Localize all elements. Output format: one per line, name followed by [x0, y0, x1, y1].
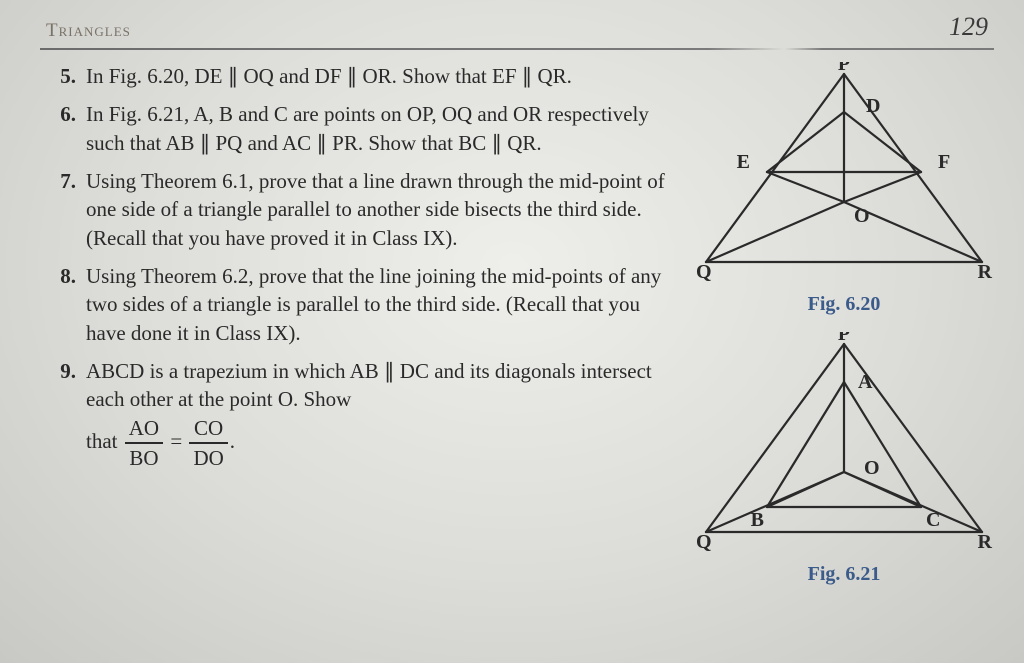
exercise-number: 8.: [40, 262, 76, 347]
svg-text:C: C: [926, 509, 940, 531]
exercise-item: 6. In Fig. 6.21, A, B and C are points o…: [40, 100, 676, 157]
equals-sign: =: [170, 429, 187, 453]
exercise-text: In Fig. 6.20, DE ∥ OQ and DF ∥ OR. Show …: [86, 62, 572, 90]
svg-text:A: A: [858, 371, 873, 393]
exercise-column: 5. In Fig. 6.20, DE ∥ OQ and DF ∥ OR. Sh…: [40, 62, 676, 586]
figure-6-20: P Q R O D E F: [694, 62, 994, 287]
svg-text:D: D: [866, 95, 880, 117]
exercise-number: 5.: [40, 62, 76, 90]
svg-text:Q: Q: [696, 531, 712, 553]
fraction-denominator: BO: [125, 444, 163, 472]
svg-text:O: O: [854, 205, 870, 227]
svg-text:R: R: [978, 531, 993, 553]
exercise-that: that: [86, 429, 123, 453]
figure-column: P Q R O D E F Fig. 6.20 P Q R O A B C Fig. 6.21: [694, 62, 994, 586]
svg-text:R: R: [978, 261, 993, 283]
exercise-number: 6.: [40, 100, 76, 157]
svg-text:O: O: [864, 457, 880, 479]
exercise-text: Using Theorem 6.2, prove that the line j…: [86, 262, 676, 347]
exercise-text: In Fig. 6.21, A, B and C are points on O…: [86, 100, 676, 157]
fraction-numerator: CO: [189, 414, 227, 444]
exercise-item: 9. ABCD is a trapezium in which AB ∥ DC …: [40, 357, 676, 472]
exercise-list: 5. In Fig. 6.20, DE ∥ OQ and DF ∥ OR. Sh…: [40, 62, 676, 472]
content-row: 5. In Fig. 6.20, DE ∥ OQ and DF ∥ OR. Sh…: [40, 62, 994, 586]
fraction-denominator: DO: [189, 444, 227, 472]
exercise-text: Using Theorem 6.1, prove that a line dra…: [86, 167, 676, 252]
svg-text:P: P: [838, 62, 850, 75]
page-header: Triangles 129: [40, 12, 994, 46]
svg-text:Q: Q: [696, 261, 712, 283]
page: Triangles 129 5. In Fig. 6.20, DE ∥ OQ a…: [0, 0, 1024, 663]
exercise-item: 8. Using Theorem 6.2, prove that the lin…: [40, 262, 676, 347]
figure-caption: Fig. 6.20: [694, 293, 994, 316]
exercise-item: 7. Using Theorem 6.1, prove that a line …: [40, 167, 676, 252]
figure-caption: Fig. 6.21: [694, 563, 994, 586]
svg-text:F: F: [938, 151, 950, 173]
svg-text:E: E: [737, 151, 750, 173]
exercise-text: ABCD is a trapezium in which AB ∥ DC and…: [86, 357, 676, 472]
chapter-title: Triangles: [46, 20, 131, 42]
exercise-item: 5. In Fig. 6.20, DE ∥ OQ and DF ∥ OR. Sh…: [40, 62, 676, 90]
fraction-co-do: CO DO: [189, 414, 227, 473]
header-rule: [40, 48, 994, 50]
exercise-lead: ABCD is a trapezium in which AB ∥ DC and…: [86, 359, 652, 411]
exercise-number: 7.: [40, 167, 76, 252]
svg-text:P: P: [838, 332, 850, 345]
exercise-number: 9.: [40, 357, 76, 472]
fraction-numerator: AO: [125, 414, 163, 444]
fraction-ao-bo: AO BO: [125, 414, 163, 473]
page-number: 129: [949, 12, 988, 42]
figure-6-21: P Q R O A B C: [694, 332, 994, 557]
period: .: [230, 429, 235, 453]
svg-text:B: B: [751, 509, 764, 531]
spacer: [694, 316, 994, 332]
